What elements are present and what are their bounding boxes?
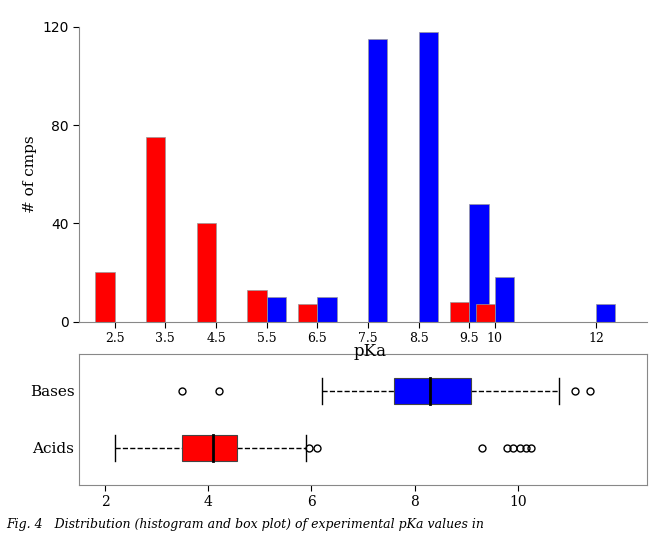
Bar bbox=[317, 297, 337, 322]
Bar bbox=[267, 297, 286, 322]
Text: pKa: pKa bbox=[353, 343, 386, 360]
Bar bbox=[596, 304, 615, 322]
Y-axis label: # of cmps: # of cmps bbox=[23, 136, 37, 213]
Bar bbox=[146, 137, 166, 322]
Bar bbox=[475, 304, 495, 322]
Bar bbox=[248, 289, 267, 322]
Bar bbox=[469, 204, 488, 322]
Bar bbox=[450, 302, 469, 322]
Bar bbox=[495, 278, 514, 322]
Bar bbox=[96, 272, 115, 322]
Bar bbox=[197, 224, 216, 322]
Bar bbox=[394, 378, 471, 404]
Bar bbox=[418, 32, 438, 322]
Bar bbox=[368, 39, 387, 322]
Bar bbox=[182, 435, 236, 461]
Bar bbox=[298, 304, 317, 322]
Text: Fig. 4   Distribution (histogram and box plot) of experimental pKa values in: Fig. 4 Distribution (histogram and box p… bbox=[7, 518, 484, 531]
